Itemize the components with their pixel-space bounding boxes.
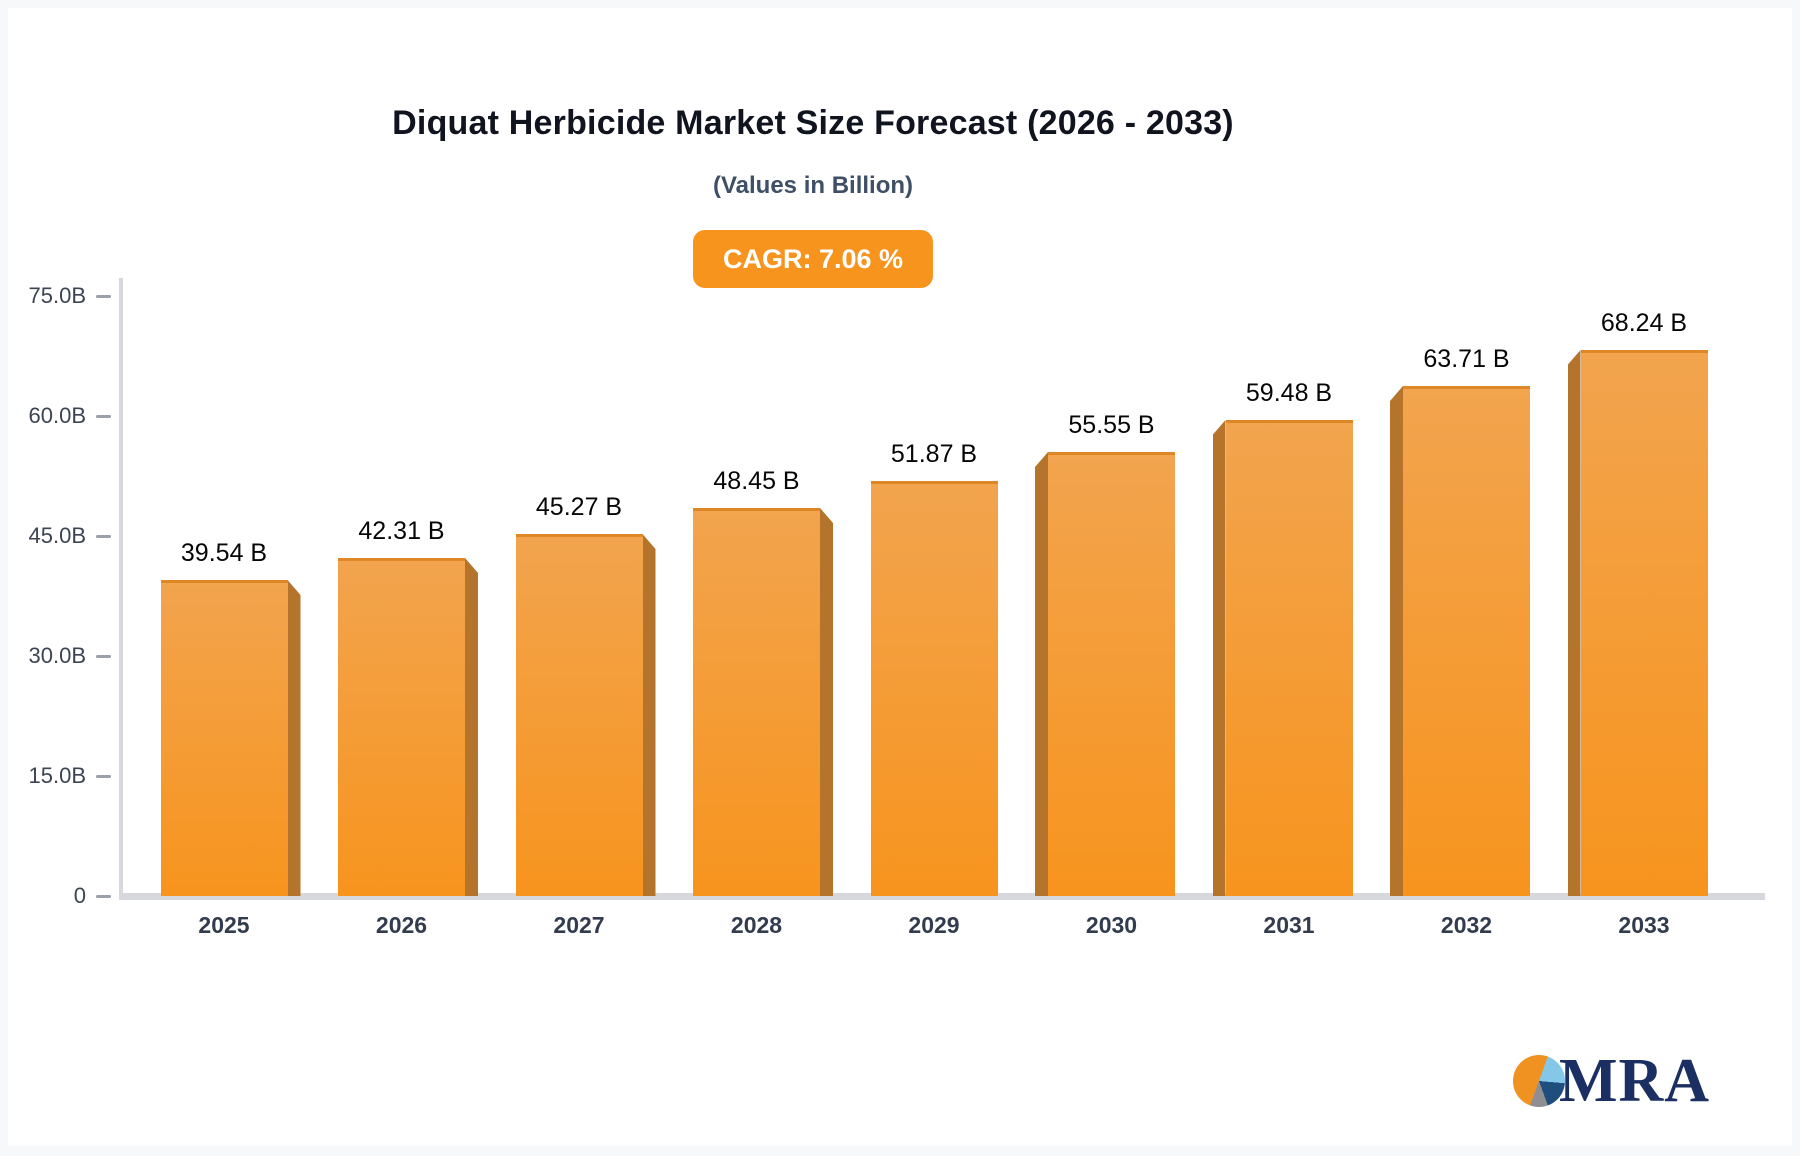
bar-2028 <box>693 508 833 896</box>
bar-side <box>465 558 478 896</box>
bar-2033 <box>1567 350 1708 896</box>
bar-side <box>642 534 656 896</box>
bar-value-label: 48.45 B <box>713 467 800 495</box>
y-tick-dash <box>96 295 111 298</box>
y-tick-dash <box>96 895 111 898</box>
bar-side <box>1567 350 1581 896</box>
bar-value-label: 63.71 B <box>1423 345 1510 373</box>
bar-2026 <box>338 558 478 896</box>
pie-chart-logo-icon <box>1513 1055 1565 1107</box>
y-tick-label: 15.0B <box>28 763 87 788</box>
bar-value-label: 39.54 B <box>180 539 268 567</box>
bar-face <box>870 481 998 896</box>
bar-face <box>1048 452 1175 896</box>
y-tick-label: 75.0B <box>28 283 87 308</box>
plot-area: 0 15.0B 30.0B 45.0B 60.0B 75.0B 39.54 B 2025 42.… <box>8 8 1800 1156</box>
x-axis-line <box>119 893 1765 900</box>
y-axis-line <box>119 278 123 899</box>
x-tick-label-2030: 2030 <box>1085 912 1138 938</box>
bar-2027 <box>515 534 656 896</box>
x-tick-label-2031: 2031 <box>1263 912 1315 938</box>
bar-value-label: 51.87 B <box>890 440 978 468</box>
bar-value-label: 42.31 B <box>358 517 445 545</box>
bar-2029 <box>870 481 998 896</box>
x-tick-label-2028: 2028 <box>730 912 783 938</box>
y-tick-label: 60.0B <box>28 403 87 428</box>
y-tick-dash <box>96 775 111 778</box>
y-tick-dash <box>96 655 111 658</box>
chart-title: Diquat Herbicide Market Size Forecast (2… <box>392 104 1234 142</box>
y-tick-label: 45.0B <box>28 523 87 548</box>
bar-face <box>515 534 643 896</box>
y-tick-label: 0 <box>73 883 86 908</box>
bar-face <box>1580 350 1708 896</box>
y-tick-label: 30.0B <box>28 643 87 668</box>
bar-face <box>693 508 820 896</box>
x-tick-label-2032: 2032 <box>1440 912 1493 938</box>
x-tick-label-2033: 2033 <box>1618 912 1670 938</box>
bar-face <box>160 580 288 896</box>
x-tick-label-2025: 2025 <box>198 912 250 938</box>
bar-2031 <box>1212 420 1353 896</box>
bar-side <box>287 580 301 896</box>
chart-card: Diquat Herbicide Market Size Forecast (2… <box>8 8 1792 1146</box>
y-tick-dash <box>96 415 111 418</box>
bar-2025 <box>160 580 301 896</box>
bar-side <box>1035 452 1048 896</box>
cagr-badge: CAGR: 7.06 % <box>692 230 934 288</box>
bar-face <box>338 558 465 896</box>
bar-face <box>1225 420 1353 896</box>
bar-side <box>1390 386 1403 896</box>
y-tick-dash <box>96 535 111 538</box>
brand-logo-text: MRA <box>1559 1047 1711 1115</box>
x-tick-label-2029: 2029 <box>908 912 960 938</box>
cagr-badge-label: CAGR: 7.06 % <box>722 243 904 274</box>
x-tick-label-2027: 2027 <box>553 912 605 938</box>
bar-side <box>1212 420 1226 896</box>
brand-logo: MRA <box>1513 1050 1710 1112</box>
bar-2030 <box>1035 452 1175 896</box>
bar-side <box>820 508 833 896</box>
bar-value-label: 45.27 B <box>535 493 623 521</box>
bar-value-label: 59.48 B <box>1245 379 1333 407</box>
bar-value-label: 68.24 B <box>1600 309 1688 337</box>
bar-face <box>1403 386 1530 896</box>
chart-subtitle: (Values in Billion) <box>712 172 914 199</box>
x-tick-label-2026: 2026 <box>375 912 428 938</box>
bar-2032 <box>1390 386 1530 896</box>
bar-value-label: 55.55 B <box>1068 411 1155 439</box>
